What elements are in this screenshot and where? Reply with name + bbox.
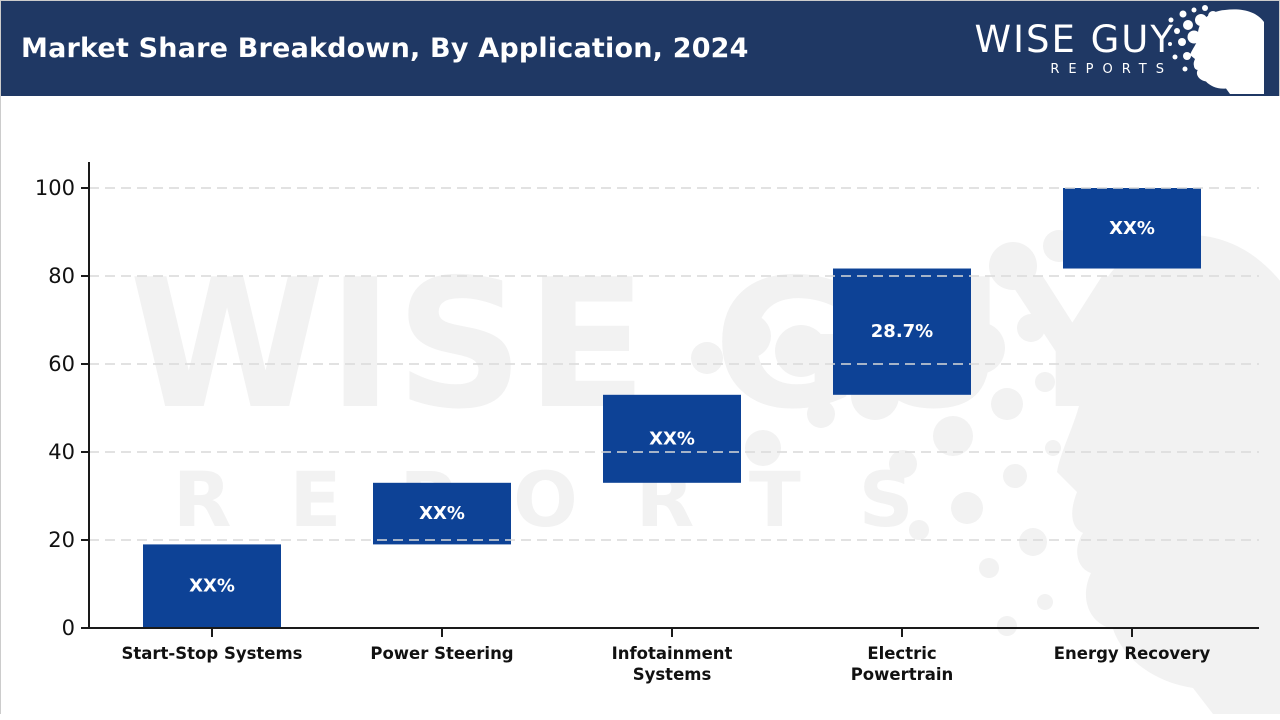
x-category-label-start-stop-systems-line1: Start-Stop Systems [122,644,303,663]
bar-label-power-steering: XX% [419,503,465,524]
bar-label-energy-recovery: XX% [1109,218,1155,239]
x-category-label-infotainment-systems-line1: Infotainment [612,644,733,663]
y-tick-label-100: 100 [35,176,75,200]
y-tick-label-0: 0 [62,616,75,640]
bar-power-steering [373,482,511,545]
chart-area: WISE GUY REPORTS XX% XX% XX% 28.7% XX% 0 20 40 6… [1,96,1280,714]
bar-label-start-stop-systems: XX% [189,576,235,597]
bar-label-infotainment-systems: XX% [649,428,695,449]
y-tick-label-80: 80 [48,264,75,288]
x-category-label-energy-recovery-line1: Energy Recovery [1054,644,1211,663]
logo-wordmark: WISE GUY [974,17,1175,61]
logo-text: WISE GUY REPORTS [975,21,1175,77]
page-title: Market Share Breakdown, By Application, … [21,33,749,64]
header: Market Share Breakdown, By Application, … [1,1,1279,96]
wise-guy-logo: WISE GUY REPORTS [975,4,1265,94]
y-tick-label-20: 20 [48,528,75,552]
x-category-label-power-steering-line1: Power Steering [370,644,513,663]
bar-start-stop-systems [143,544,281,628]
waterfall-chart: XX% XX% XX% 28.7% XX% 0 20 40 60 80 100 Start-Stop … [35,162,1280,714]
logo-subtitle: REPORTS [1050,61,1173,77]
y-tick-label-60: 60 [48,352,75,376]
watermark-face-graphic [691,230,1280,714]
logo-face-icon [1168,4,1264,94]
bar-electric-powertrain [833,268,971,395]
x-category-label-electric-powertrain-line1: Electric [867,644,936,663]
x-category-label-electric-powertrain-line2: Powertrain [851,665,954,684]
x-category-label-infotainment-systems-line2: Systems [633,665,712,684]
bar-energy-recovery [1063,188,1201,269]
bar-infotainment-systems [603,394,741,483]
bar-label-electric-powertrain: 28.7% [871,321,933,342]
y-tick-label-40: 40 [48,440,75,464]
